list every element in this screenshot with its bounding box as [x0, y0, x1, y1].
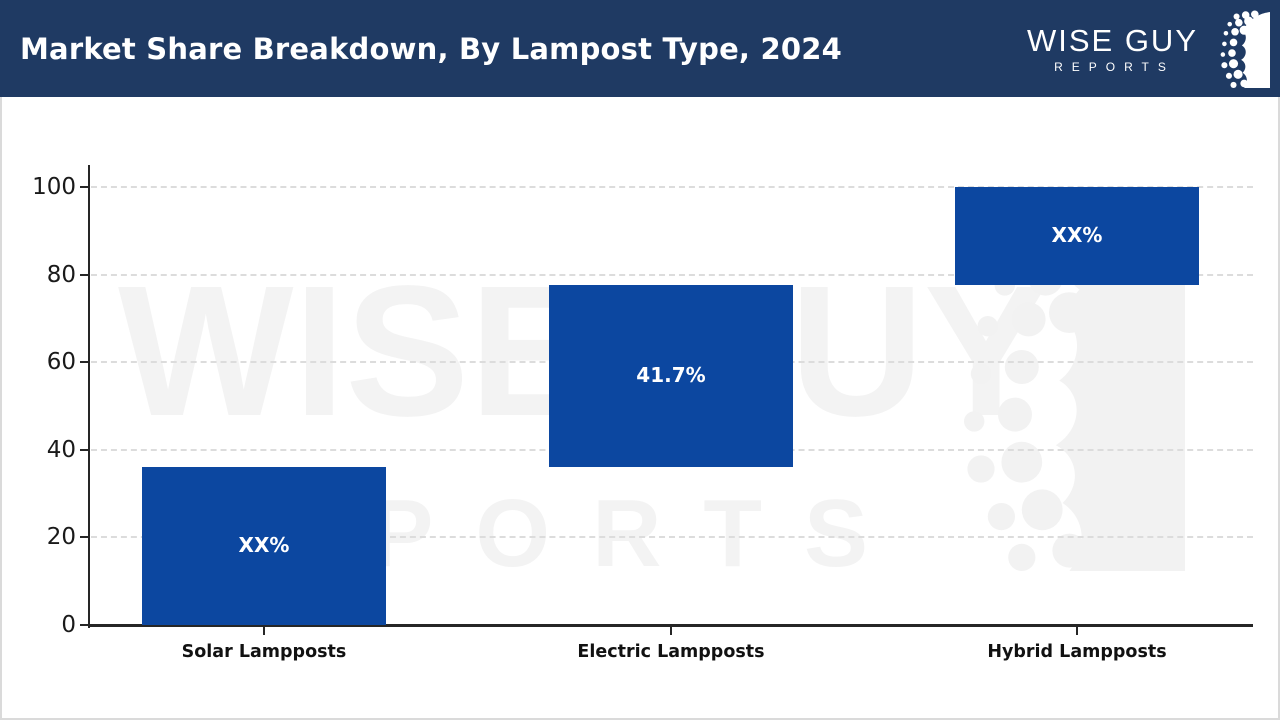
bar-solar-lampposts — [142, 467, 386, 625]
bar-electric-lampposts — [549, 284, 793, 468]
gridline-80 — [91, 273, 1253, 276]
y-tick-20 — [80, 536, 89, 539]
logo-wordmark-line1: WISE GUY — [1026, 23, 1198, 59]
x-category-label-electric-lampposts: Electric Lampposts — [577, 642, 765, 662]
y-tick-label-80: 80 — [46, 261, 76, 288]
logo-face-icon — [1194, 9, 1270, 90]
x-tick-hybrid-lampposts — [1076, 627, 1078, 635]
y-tick-80 — [80, 273, 89, 276]
chart-title: Market Share Breakdown, By Lampost Type,… — [20, 31, 842, 66]
wise-guy-reports-logo: WISE GUY REPORTS — [1027, 9, 1270, 90]
bar-value-label-hybrid-lampposts: XX% — [1051, 222, 1103, 247]
x-tick-electric-lampposts — [670, 627, 672, 635]
bar-hybrid-lampposts — [955, 187, 1199, 285]
chart-area: WISE GUY REPORTS 0 20 40 60 80 100 XX% Solar La… — [0, 97, 1280, 720]
gridline-100 — [91, 186, 1253, 188]
x-category-label-solar-lampposts: Solar Lampposts — [181, 642, 347, 662]
header: Market Share Breakdown, By Lampost Type,… — [0, 0, 1280, 97]
x-category-label-hybrid-lampposts: Hybrid Lampposts — [987, 642, 1167, 662]
y-tick-40 — [80, 448, 89, 451]
logo-wordmark-line2: REPORTS — [1054, 59, 1175, 74]
y-tick-60 — [80, 361, 89, 364]
y-tick-label-40: 40 — [46, 436, 76, 463]
y-tick-label-20: 20 — [46, 524, 76, 551]
bar-value-label-electric-lampposts: 41.7% — [636, 362, 706, 387]
y-tick-label-60: 60 — [46, 349, 76, 376]
x-tick-solar-lampposts — [263, 627, 265, 635]
bar-value-label-solar-lampposts: XX% — [238, 533, 290, 558]
y-tick-label-100: 100 — [32, 174, 76, 200]
y-tick-100 — [80, 186, 89, 188]
y-axis-line — [88, 165, 90, 628]
plot: 0 20 40 60 80 100 XX% Solar Lampposts 41.7% Elect… — [0, 97, 1280, 720]
x-axis-line — [88, 624, 1253, 627]
y-tick-label-0: 0 — [61, 612, 76, 638]
gridline-20 — [91, 536, 1253, 539]
logo-wordmark: WISE GUY REPORTS — [1027, 25, 1198, 74]
y-tick-0 — [80, 624, 89, 626]
